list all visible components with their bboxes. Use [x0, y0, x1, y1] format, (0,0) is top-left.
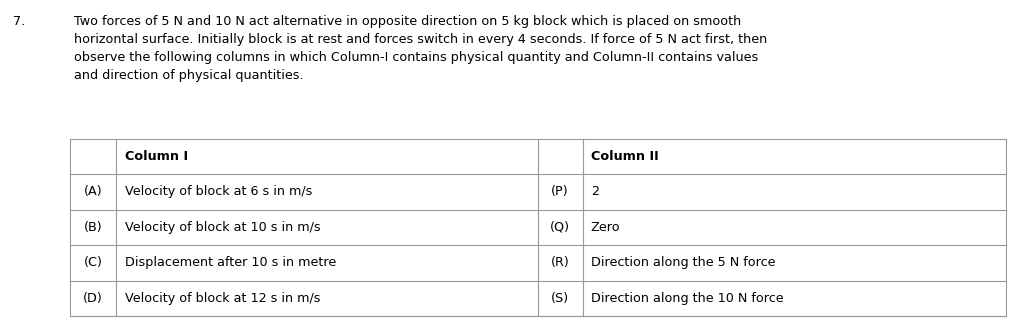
Text: (D): (D): [83, 292, 102, 305]
Text: Column II: Column II: [591, 150, 658, 163]
Text: Direction along the 5 N force: Direction along the 5 N force: [591, 257, 775, 269]
Text: 2: 2: [591, 185, 599, 198]
Text: Velocity of block at 6 s in m/s: Velocity of block at 6 s in m/s: [125, 185, 312, 198]
Text: (C): (C): [84, 257, 102, 269]
Text: 7.: 7.: [13, 15, 26, 28]
Text: Direction along the 10 N force: Direction along the 10 N force: [591, 292, 783, 305]
Text: Velocity of block at 10 s in m/s: Velocity of block at 10 s in m/s: [125, 221, 321, 234]
Text: (Q): (Q): [550, 221, 570, 234]
Text: Displacement after 10 s in metre: Displacement after 10 s in metre: [125, 257, 336, 269]
Text: Column I: Column I: [125, 150, 187, 163]
Text: Two forces of 5 N and 10 N act alternative in opposite direction on 5 kg block w: Two forces of 5 N and 10 N act alternati…: [74, 15, 767, 82]
Text: (B): (B): [84, 221, 102, 234]
Text: (A): (A): [84, 185, 102, 198]
Text: (R): (R): [551, 257, 569, 269]
Text: Zero: Zero: [591, 221, 621, 234]
Text: Velocity of block at 12 s in m/s: Velocity of block at 12 s in m/s: [125, 292, 321, 305]
Text: (S): (S): [551, 292, 569, 305]
Text: (P): (P): [551, 185, 569, 198]
